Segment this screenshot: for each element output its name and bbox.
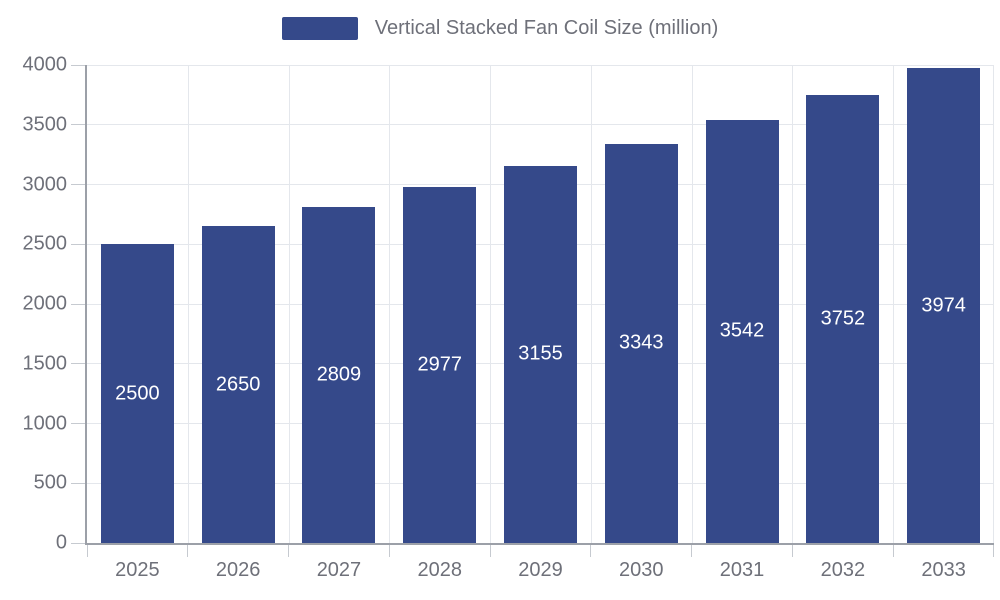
bar-2030[interactable]: 3343 <box>604 143 678 543</box>
legend-item[interactable]: Vertical Stacked Fan Coil Size (million) <box>281 17 719 40</box>
x-tick-label: 2030 <box>619 559 664 581</box>
x-tick-label: 2033 <box>921 559 966 581</box>
x-tick <box>187 545 189 557</box>
gridline-v <box>187 65 189 543</box>
x-tick <box>892 545 894 557</box>
gridline-v <box>288 65 290 543</box>
gridline-v <box>389 65 391 543</box>
x-tick-label: 2026 <box>215 559 261 581</box>
legend-label: Vertical Stacked Fan Coil Size (million) <box>374 17 719 39</box>
y-tick <box>71 184 85 185</box>
y-tick-label: 500 <box>33 471 67 494</box>
y-tick <box>71 363 85 365</box>
x-tick-label: 2029 <box>518 559 563 581</box>
x-tick <box>288 545 290 557</box>
x-tick <box>993 545 994 557</box>
y-tick-label: 3500 <box>22 113 68 136</box>
x-tick <box>87 545 88 557</box>
y-tick-label: 4000 <box>22 53 68 76</box>
gridline-v <box>490 65 492 543</box>
bar-value-label: 2650 <box>215 373 261 396</box>
x-tick-label: 2028 <box>417 559 462 581</box>
y-tick <box>71 243 85 245</box>
y-tick-label: 0 <box>55 531 67 554</box>
y-tick <box>71 542 85 544</box>
bar-2027[interactable]: 2809 <box>302 207 376 543</box>
legend: Vertical Stacked Fan Coil Size (million) <box>0 17 1000 40</box>
bar-2029[interactable]: 3155 <box>504 165 577 543</box>
bar-value-label: 3752 <box>820 307 866 330</box>
bar-2032[interactable]: 3752 <box>806 94 880 543</box>
x-tick <box>691 545 693 557</box>
gridline-v <box>792 65 794 543</box>
gridline-h <box>87 64 994 66</box>
y-tick-label: 3000 <box>22 173 68 195</box>
y-tick-label: 2500 <box>22 232 68 255</box>
x-tick <box>388 545 390 557</box>
x-tick <box>791 545 793 557</box>
bar-2028[interactable]: 2977 <box>403 187 477 543</box>
bar-value-label: 3974 <box>921 294 966 317</box>
x-tick-label: 2027 <box>316 559 362 581</box>
y-tick <box>71 124 85 126</box>
bar-value-label: 2500 <box>115 382 160 405</box>
bar-value-label: 2977 <box>417 353 462 376</box>
y-tick-label: 2000 <box>22 292 68 315</box>
x-tick <box>489 545 491 557</box>
y-tick <box>71 482 85 484</box>
y-tick <box>71 423 85 424</box>
gridline-v <box>691 65 693 543</box>
x-tick-label: 2025 <box>115 559 160 581</box>
x-tick-label: 2031 <box>719 559 765 581</box>
x-tick-label: 2032 <box>820 559 866 581</box>
gridline-v <box>590 65 592 543</box>
y-tick-label: 1500 <box>22 352 68 375</box>
legend-swatch-icon <box>281 17 358 40</box>
x-tick <box>590 545 592 557</box>
y-tick <box>71 303 85 305</box>
gridline-h <box>87 124 994 126</box>
bar-value-label: 2809 <box>316 363 362 386</box>
bar-2031[interactable]: 3542 <box>705 119 779 543</box>
gridline-v <box>893 65 895 543</box>
bar-value-label: 3343 <box>619 331 664 354</box>
bar-2026[interactable]: 2650 <box>201 226 275 543</box>
bar-2033[interactable]: 3974 <box>907 68 981 543</box>
gridline-v <box>993 65 994 543</box>
bar-value-label: 3542 <box>719 319 765 342</box>
plot-area: 0 500 1000 1500 2000 2500 3000 3500 4000 2500 2025… <box>23 54 994 581</box>
bar-value-label: 3155 <box>518 342 563 365</box>
y-tick-label: 1000 <box>22 412 68 434</box>
bar-2025[interactable]: 2500 <box>100 244 174 543</box>
y-tick <box>71 64 85 66</box>
